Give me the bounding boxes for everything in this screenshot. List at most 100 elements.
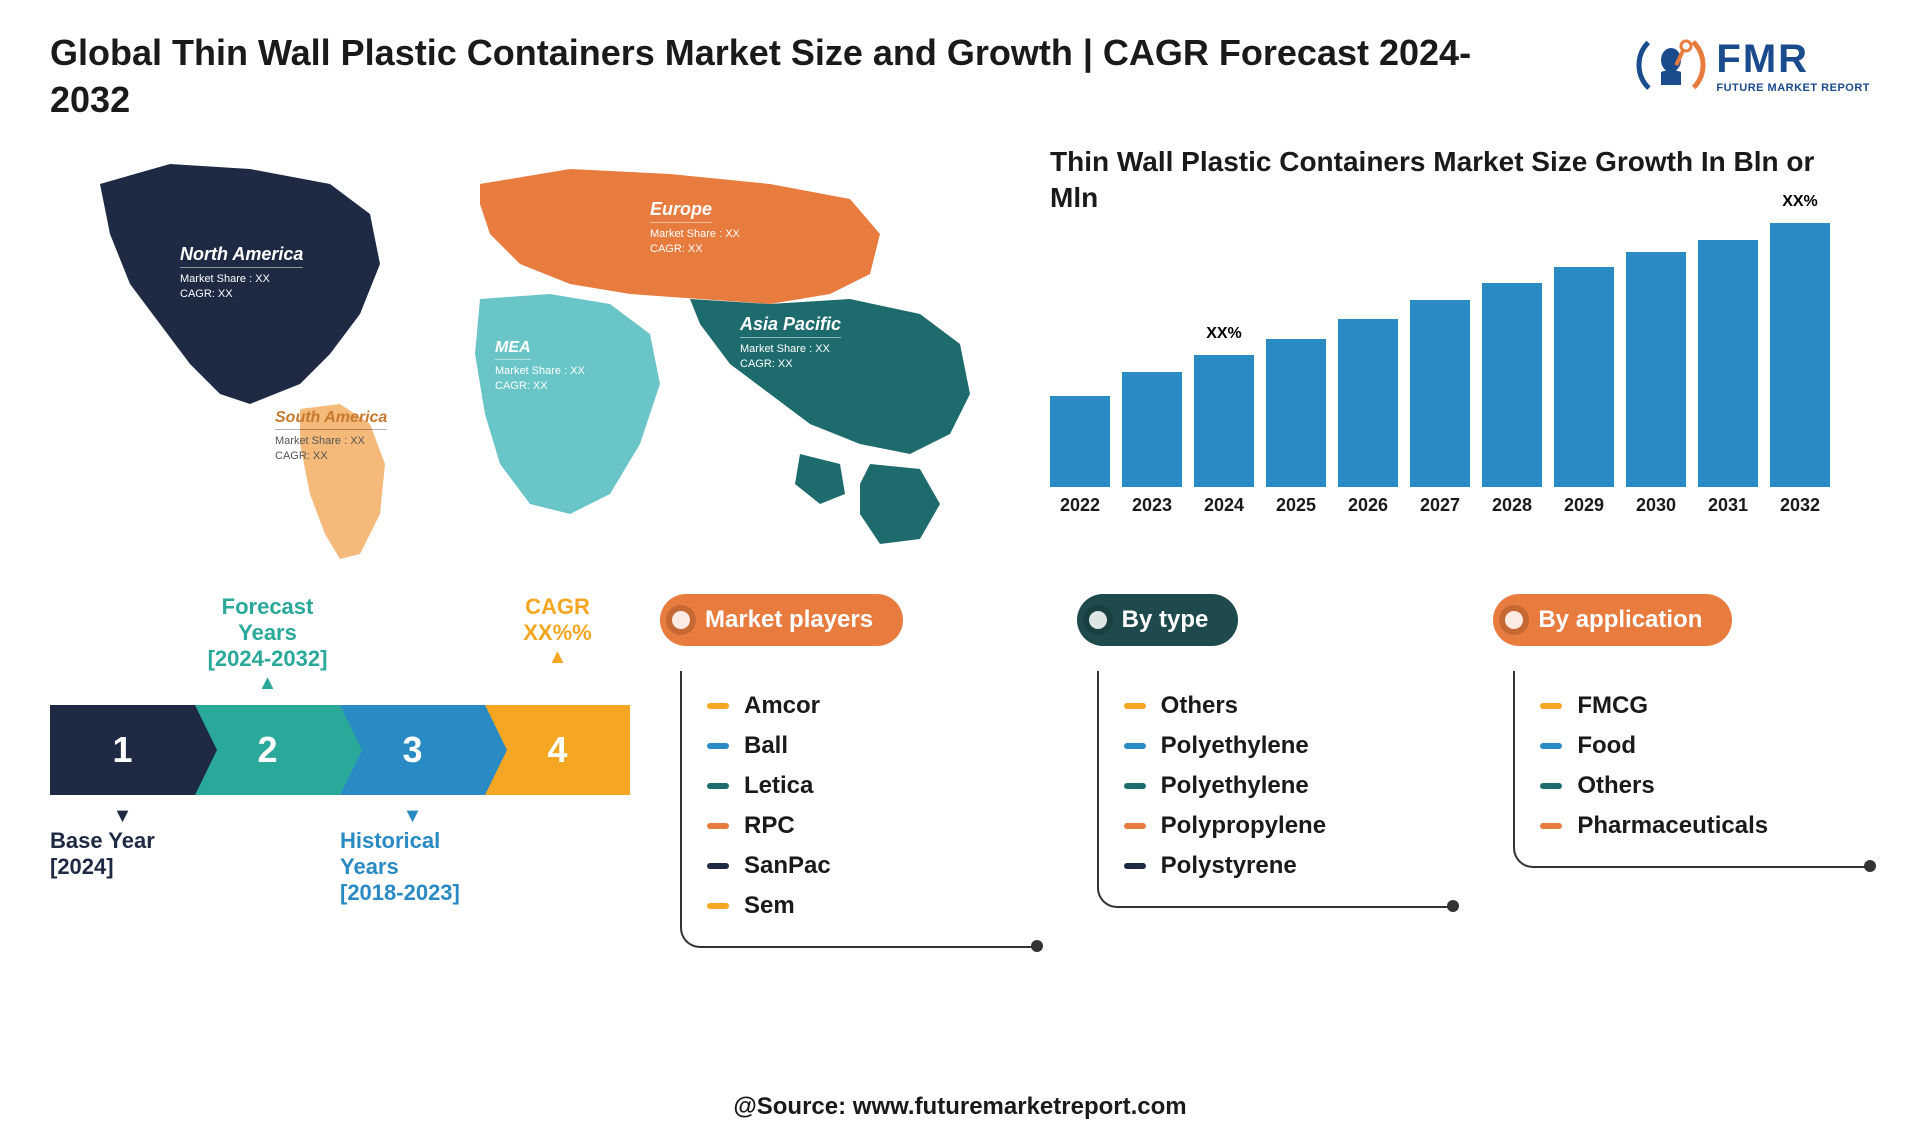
category-item: Others — [1124, 686, 1434, 726]
bar-year-label: 2024 — [1204, 495, 1244, 516]
region-label-sa: South America Market Share : XX CAGR: XX — [275, 409, 387, 465]
arrow-up-icon: ▲ — [195, 672, 340, 695]
chart-bar — [1122, 372, 1182, 487]
bar-year-label: 2028 — [1492, 495, 1532, 516]
category-item-label: SanPac — [744, 852, 831, 880]
timeline-label: CAGRXX%% — [485, 594, 630, 646]
category-item: Amcor — [707, 686, 1017, 726]
chart-bar — [1554, 267, 1614, 488]
category-item-label: Polyethylene — [1161, 772, 1309, 800]
chart-bars: 20222023XX%20242025202620272028202920302… — [1050, 236, 1870, 516]
timeline: Forecast Years[2024-2032]▲CAGRXX%%▲ 1234… — [50, 594, 630, 906]
category-list: FMCG Food Others Pharmaceuticals — [1513, 671, 1870, 868]
timeline-label: Base Year[2024] — [50, 828, 195, 880]
timeline-top-cell — [50, 594, 195, 695]
category-header-label: Market players — [705, 606, 873, 634]
timeline-segment: 1 — [50, 705, 195, 795]
category-box: By type Others Polyethylene Polyethylene Po… — [1077, 594, 1454, 948]
source-text: @Source: www.futuremarketreport.com — [733, 1093, 1186, 1121]
dash-icon — [707, 823, 729, 829]
top-section: North America Market Share : XX CAGR: XX… — [50, 144, 1870, 564]
header: Global Thin Wall Plastic Containers Mark… — [50, 30, 1870, 124]
dash-icon — [707, 783, 729, 789]
logo-main-text: FMR — [1716, 37, 1870, 82]
bar-group: 2031 — [1698, 240, 1758, 516]
category-item-label: Others — [1577, 772, 1654, 800]
chart-bar — [1626, 252, 1686, 487]
category-item: Letica — [707, 766, 1017, 806]
chart-bar — [1410, 300, 1470, 487]
dash-icon — [707, 903, 729, 909]
timeline-bottom-cell: ▼Base Year[2024] — [50, 805, 195, 906]
dash-icon — [1540, 743, 1562, 749]
category-item: Polystyrene — [1124, 846, 1434, 886]
timeline-bottom-cell — [485, 805, 630, 906]
bar-year-label: 2026 — [1348, 495, 1388, 516]
category-item-label: Sem — [744, 892, 795, 920]
category-item: Others — [1540, 766, 1850, 806]
dot-icon — [672, 611, 690, 629]
chart-bar — [1338, 319, 1398, 487]
page-title: Global Thin Wall Plastic Containers Mark… — [50, 30, 1500, 124]
dash-icon — [1124, 863, 1146, 869]
bar-group: 2025 — [1266, 339, 1326, 517]
logo: FMR FUTURE MARKET REPORT — [1636, 30, 1870, 100]
timeline-labels-bottom: ▼Base Year[2024]▼Historical Years[2018-2… — [50, 805, 630, 906]
timeline-labels-top: Forecast Years[2024-2032]▲CAGRXX%%▲ — [50, 594, 630, 695]
arrow-down-icon: ▼ — [340, 805, 485, 828]
dot-icon — [1505, 611, 1523, 629]
arrow-down-icon: ▼ — [50, 805, 195, 828]
logo-sub-text: FUTURE MARKET REPORT — [1716, 82, 1870, 94]
dot-icon — [1089, 611, 1107, 629]
bar-group: 2030 — [1626, 252, 1686, 516]
category-item-label: Letica — [744, 772, 813, 800]
bar-group: XX%2024 — [1194, 355, 1254, 516]
bottom-section: Forecast Years[2024-2032]▲CAGRXX%%▲ 1234… — [50, 594, 1870, 948]
category-header-label: By type — [1122, 606, 1209, 634]
bar-group: 2027 — [1410, 300, 1470, 516]
dash-icon — [1124, 783, 1146, 789]
chart-bar — [1266, 339, 1326, 488]
category-item-label: Amcor — [744, 692, 820, 720]
category-list: AmcorBallLeticaRPCSanPacSem — [680, 671, 1037, 948]
bar-group: XX% 2032 — [1770, 223, 1830, 516]
category-item: Sem — [707, 886, 1017, 926]
region-label-na: North America Market Share : XX CAGR: XX — [180, 244, 303, 303]
category-item-label: RPC — [744, 812, 795, 840]
timeline-bottom-cell — [195, 805, 340, 906]
timeline-label: Forecast Years[2024-2032] — [195, 594, 340, 672]
category-item: Polypropylene — [1124, 806, 1434, 846]
category-item-label: FMCG — [1577, 692, 1648, 720]
category-item: Pharmaceuticals — [1540, 806, 1850, 846]
bar-year-label: 2032 — [1780, 495, 1820, 516]
chart-bar — [1050, 396, 1110, 487]
bar-top-label: XX% — [1782, 193, 1818, 211]
bar-year-label: 2025 — [1276, 495, 1316, 516]
logo-icon — [1636, 30, 1706, 100]
dash-icon — [1540, 783, 1562, 789]
category-header: By type — [1077, 594, 1239, 646]
chart-bar: XX% — [1770, 223, 1830, 487]
category-item: Polyethylene — [1124, 726, 1434, 766]
timeline-top-cell — [340, 594, 485, 695]
dash-icon — [1124, 743, 1146, 749]
category-item: Food — [1540, 726, 1850, 766]
bar-year-label: 2022 — [1060, 495, 1100, 516]
category-item-label: Others — [1161, 692, 1238, 720]
categories: Market players AmcorBallLeticaRPCSanPacS… — [660, 594, 1870, 948]
category-item-label: Food — [1577, 732, 1636, 760]
bar-year-label: 2023 — [1132, 495, 1172, 516]
bar-group: 2028 — [1482, 283, 1542, 516]
arrow-up-icon: ▲ — [485, 646, 630, 669]
region-label-eu: Europe Market Share : XX CAGR: XX — [650, 199, 740, 258]
bar-chart: Thin Wall Plastic Containers Market Size… — [1030, 144, 1870, 564]
category-header: By application — [1493, 594, 1732, 646]
dash-icon — [1540, 823, 1562, 829]
category-item: RPC — [707, 806, 1017, 846]
bar-year-label: 2030 — [1636, 495, 1676, 516]
category-list: Others Polyethylene Polyethylene Polypropyl… — [1097, 671, 1454, 908]
dash-icon — [1540, 703, 1562, 709]
category-item-label: Pharmaceuticals — [1577, 812, 1768, 840]
dash-icon — [707, 743, 729, 749]
timeline-bottom-cell: ▼Historical Years[2018-2023] — [340, 805, 485, 906]
